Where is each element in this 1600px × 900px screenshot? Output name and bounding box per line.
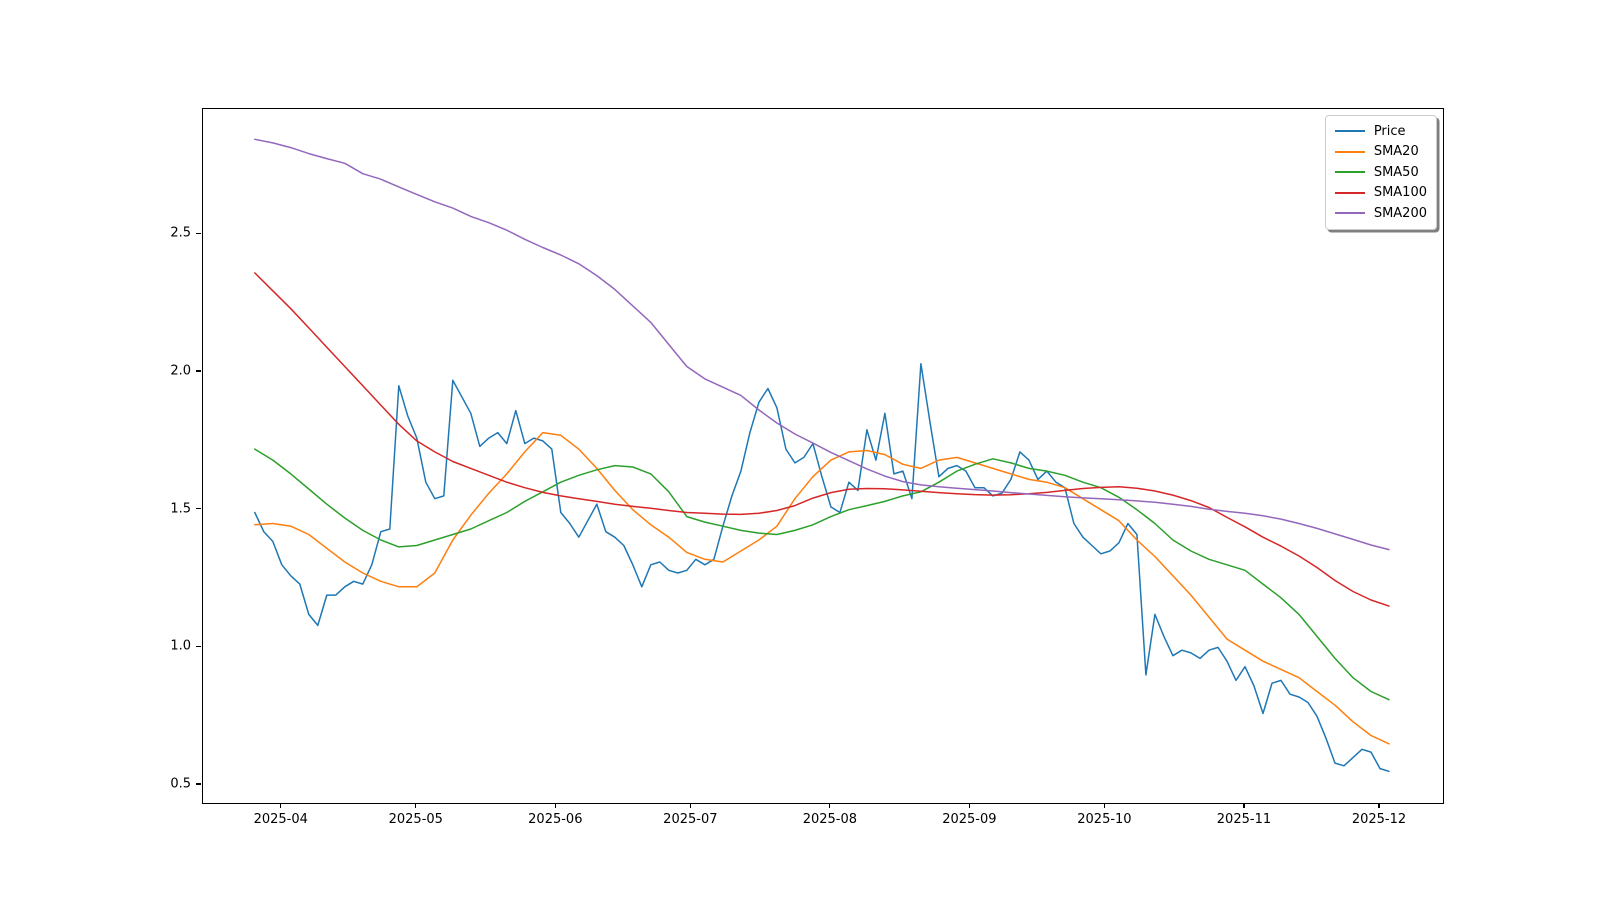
x-tick-mark <box>1103 803 1106 808</box>
legend-row-sma50: SMA50 <box>1334 162 1427 183</box>
x-tick-mark <box>280 803 282 808</box>
x-tick-label: 2025-08 <box>802 812 858 827</box>
legend-line-swatch-sma200 <box>1334 212 1365 215</box>
legend-row-sma20: SMA20 <box>1334 142 1427 163</box>
y-tick-mark <box>196 370 201 372</box>
x-tick-mark <box>689 803 691 808</box>
legend-row-price: Price <box>1334 121 1427 142</box>
x-tick-label: 2025-04 <box>253 812 308 827</box>
y-tick-label: 2.0 <box>170 363 191 379</box>
series-line-price <box>254 362 1390 773</box>
legend-label: SMA20 <box>1373 144 1419 160</box>
x-tick-label: 2025-09 <box>942 812 997 827</box>
x-tick-mark <box>968 803 970 808</box>
legend-row-sma200: SMA200 <box>1334 203 1427 224</box>
series-line-sma20 <box>254 431 1390 745</box>
x-tick-label: 2025-10 <box>1077 812 1132 827</box>
legend-label: Price <box>1373 123 1406 139</box>
y-tick-mark <box>196 508 201 510</box>
chart-lines <box>254 138 1390 773</box>
legend-line-swatch-price <box>1334 130 1365 133</box>
series-line-sma50 <box>254 448 1390 701</box>
x-tick-mark <box>829 803 831 808</box>
legend-label: SMA200 <box>1373 205 1427 221</box>
y-tick-label: 1.5 <box>170 501 191 517</box>
plot-area: Price SMA20 SMA50 SMA100 SMA200 <box>202 108 1444 804</box>
legend-label: SMA50 <box>1373 164 1419 180</box>
x-tick-mark <box>1378 803 1380 808</box>
x-tick-label: 2025-06 <box>528 812 583 827</box>
series-line-sma200 <box>254 138 1390 551</box>
legend-row-sma100: SMA100 <box>1334 183 1427 204</box>
y-tick-mark <box>196 232 201 234</box>
legend-line-swatch-sma100 <box>1334 191 1365 194</box>
series-line-sma100 <box>254 272 1390 607</box>
x-tick-mark <box>554 803 556 808</box>
x-tick-label: 2025-12 <box>1351 812 1407 827</box>
x-tick-label: 2025-05 <box>388 812 443 827</box>
legend: Price SMA20 SMA50 SMA100 SMA200 <box>1324 115 1437 230</box>
legend-line-swatch-sma20 <box>1334 150 1365 153</box>
legend-label: SMA100 <box>1373 185 1427 201</box>
y-tick-label: 2.5 <box>170 225 191 241</box>
x-tick-mark <box>1243 803 1245 808</box>
x-tick-mark <box>415 803 417 808</box>
y-tick-mark <box>196 783 201 785</box>
y-tick-label: 0.5 <box>170 776 191 792</box>
x-tick-label: 2025-11 <box>1216 812 1272 827</box>
x-tick-label: 2025-07 <box>663 812 718 827</box>
y-tick-mark <box>196 645 201 647</box>
legend-line-swatch-sma50 <box>1334 171 1365 174</box>
y-tick-label: 1.0 <box>170 638 191 654</box>
